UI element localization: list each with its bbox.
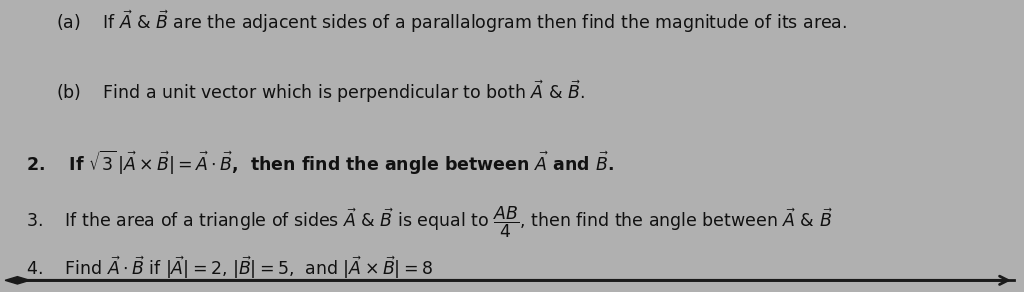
Text: (b)    Find a unit vector which is perpendicular to both $\vec{A}$ & $\vec{B}$.: (b) Find a unit vector which is perpendi…: [56, 79, 585, 105]
Text: 3.    If the area of a triangle of sides $\vec{A}$ & $\vec{B}$ is equal to $\dfr: 3. If the area of a triangle of sides $\…: [26, 204, 833, 240]
Polygon shape: [5, 277, 30, 284]
Text: (a)    If $\vec{A}$ & $\vec{B}$ are the adjacent sides of a parallalogram then f: (a) If $\vec{A}$ & $\vec{B}$ are the adj…: [56, 9, 848, 35]
Text: 2.    If $\sqrt{3}\,|\vec{A}\times\vec{B}|=\vec{A}\cdot\vec{B}$,  then find the : 2. If $\sqrt{3}\,|\vec{A}\times\vec{B}|=…: [26, 149, 613, 177]
Text: 4.    Find $\vec{A}\cdot\vec{B}$ if $|\vec{A}|=2$, $|\vec{B}|=5$,  and $|\vec{A}: 4. Find $\vec{A}\cdot\vec{B}$ if $|\vec{…: [26, 254, 432, 281]
